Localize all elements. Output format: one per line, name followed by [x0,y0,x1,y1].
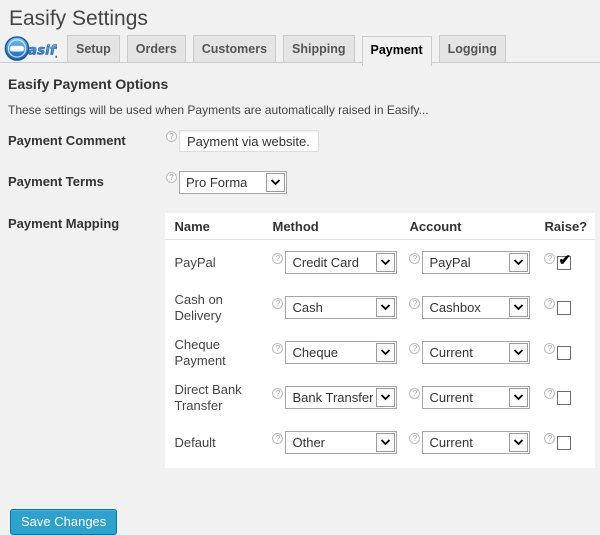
account-select[interactable]: Current [422,431,531,454]
select-value: Bank Transfer [292,390,374,405]
raise-checkbox[interactable]: ✔ [557,436,572,450]
chevron-down-icon [509,298,529,317]
select-value: Cash [292,300,323,315]
method-select[interactable]: Cheque [285,341,398,364]
chevron-down-icon [376,298,396,317]
payment-mapping-row: Payment Mapping Name Method Account Rais… [5,213,595,468]
help-icon[interactable]: ? [272,343,284,354]
account-select[interactable]: Current [422,341,531,364]
payment-comment-row: Payment Comment ? [5,130,595,152]
table-row: Cash on Delivery ? Cash ? Cas [165,285,595,330]
payment-terms-select[interactable]: Pro Forma [179,171,287,194]
select-value: Current [429,345,473,360]
table-row: PayPal ? Credit Card ? PayPal [165,240,595,285]
help-icon[interactable]: ? [409,388,421,399]
tab-orders[interactable]: Orders [126,35,186,62]
method-select[interactable]: Credit Card [285,251,398,274]
payment-name: Default [174,434,216,450]
raise-checkbox[interactable]: ✔ [557,301,572,315]
payment-name: Cheque Payment [174,336,226,368]
help-icon[interactable]: ? [544,343,556,354]
help-icon[interactable]: ? [272,298,284,309]
tab-setup[interactable]: Setup [67,35,120,62]
help-icon[interactable]: ? [544,388,556,399]
chevron-down-icon [376,253,396,272]
section-description: These settings will be used when Payment… [8,103,429,117]
payment-terms-row: Payment Terms ? Pro Forma [5,171,595,194]
help-icon[interactable]: ? [409,343,421,354]
payment-mapping-label: Payment Mapping [8,216,120,231]
column-header-account: Account [409,218,462,234]
payment-name: PayPal [174,254,216,270]
account-select[interactable]: Cashbox [422,296,531,319]
column-header-raise: Raise? [544,218,588,234]
payment-terms-label: Payment Terms [8,174,104,189]
select-value: Other [292,435,325,450]
account-select[interactable]: Current [422,386,531,409]
column-header-method: Method [272,218,319,234]
select-value: Cheque [292,345,339,360]
tab-shipping[interactable]: Shipping [283,35,355,62]
payment-name: Cash on Delivery [174,291,223,323]
chevron-down-icon [376,343,396,362]
column-header-name: Name [174,218,210,234]
help-icon[interactable]: ? [272,433,284,444]
help-icon[interactable]: ? [544,433,556,444]
payment-name: Direct Bank Transfer [174,381,242,413]
tab-payment[interactable]: Payment [361,36,432,66]
table-row: Direct Bank Transfer ? Bank Transfer ? [165,375,595,420]
method-select[interactable]: Other [285,431,398,454]
chevron-down-icon [509,433,529,452]
select-value: Current [429,435,473,450]
raise-checkbox[interactable]: ✔ [557,252,572,270]
select-value: Credit Card [292,255,359,270]
help-icon[interactable]: ? [544,253,556,264]
table-row: Cheque Payment ? Cheque ? Cur [165,330,595,375]
help-icon[interactable]: ? [544,298,556,309]
help-icon[interactable]: ? [409,433,421,444]
raise-checkbox[interactable]: ✔ [557,346,572,360]
method-select[interactable]: Cash [285,296,398,319]
page-title: Easify Settings [9,7,148,30]
easify-logo-icon: asify [4,36,57,61]
chevron-down-icon [266,173,285,192]
help-icon[interactable]: ? [409,298,421,309]
tab-bar: asify Setup Orders Customers Shipping Pa… [0,34,600,66]
payment-comment-input[interactable] [179,130,319,152]
section-heading: Easify Payment Options [8,76,169,92]
tab-customers[interactable]: Customers [192,35,277,62]
svg-text:asify: asify [28,43,57,59]
chevron-down-icon [509,343,529,362]
table-row: Default ? Other ? Current [165,420,595,465]
payment-comment-label: Payment Comment [8,133,126,148]
select-value: Cashbox [429,300,481,315]
payment-settings-panel: Easify Payment Options These settings wi… [0,63,600,535]
select-value: PayPal [429,255,471,270]
help-icon[interactable]: ? [272,388,284,399]
chevron-down-icon [376,433,396,452]
chevron-down-icon [376,388,396,407]
select-value: Current [429,390,473,405]
raise-checkbox[interactable]: ✔ [557,391,572,405]
help-icon[interactable]: ? [272,253,284,264]
help-icon[interactable]: ? [409,253,421,264]
account-select[interactable]: PayPal [422,251,531,274]
payment-mapping-table: Name Method Account Raise? PayPal ? Cred… [165,213,595,468]
help-icon[interactable]: ? [166,172,177,183]
tab-logging[interactable]: Logging [438,35,506,62]
select-value: Pro Forma [186,175,248,190]
chevron-down-icon [509,253,529,272]
help-icon[interactable]: ? [166,131,177,142]
table-header-row: Name Method Account Raise? [165,213,595,240]
method-select[interactable]: Bank Transfer [285,386,398,409]
save-changes-button[interactable]: Save Changes [10,509,118,535]
chevron-down-icon [509,388,529,407]
